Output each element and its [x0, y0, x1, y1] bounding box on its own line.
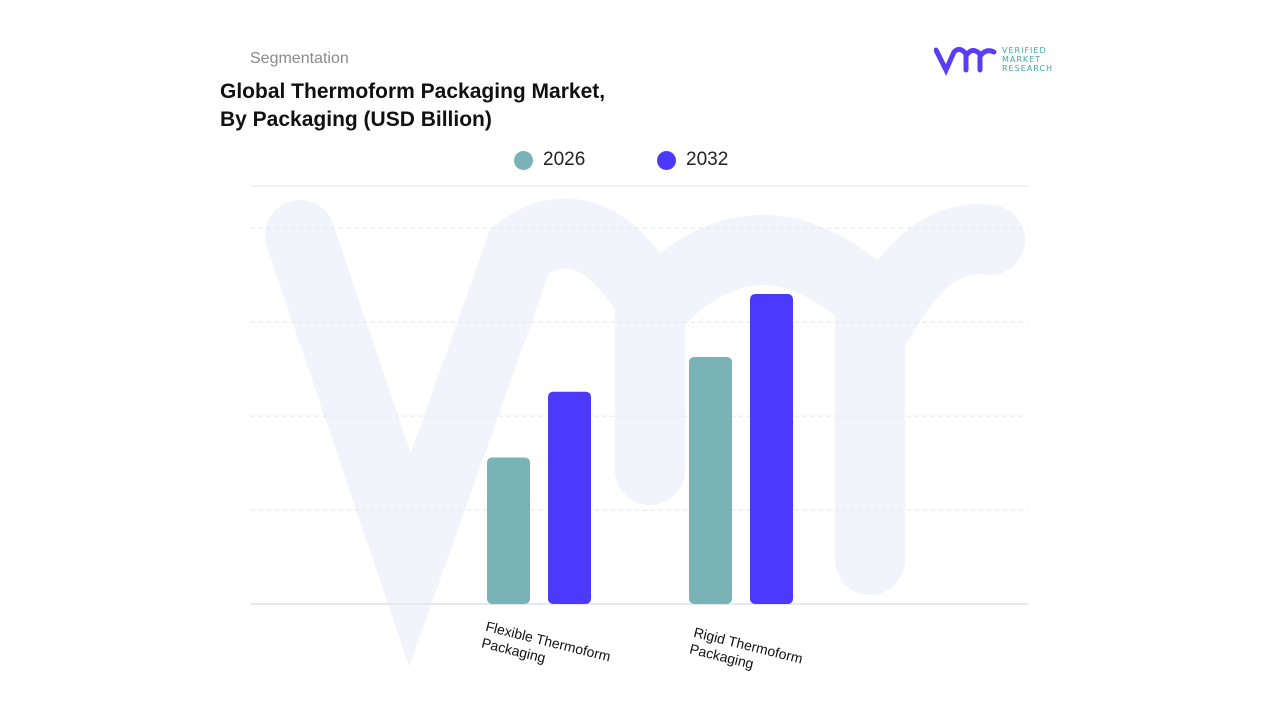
svg-text:VERIFIED: VERIFIED	[1002, 46, 1047, 55]
segment-label: Segmentation	[250, 50, 349, 67]
bar-flexible-2032[interactable]	[548, 391, 591, 604]
bar-rigid-2032[interactable]	[750, 294, 793, 604]
bar-rigid-2026[interactable]	[689, 356, 732, 604]
svg-text:MARKET: MARKET	[1002, 55, 1041, 64]
title-line-2: By Packaging (USD Billion)	[220, 108, 492, 131]
vmr-logo: VERIFIED MARKET RESEARCH	[934, 46, 1053, 76]
watermark	[265, 198, 1025, 667]
legend-label-2032: 2032	[686, 149, 729, 170]
bar-flexible-2026[interactable]	[487, 457, 530, 604]
legend: 2026 2032	[514, 149, 800, 171]
legend-item-2032[interactable]: 2032	[657, 149, 800, 171]
legend-item-2026[interactable]: 2026	[514, 149, 657, 171]
legend-swatch-2026	[514, 150, 533, 170]
svg-text:RESEARCH: RESEARCH	[1002, 64, 1053, 73]
legend-label-2026: 2026	[543, 149, 586, 170]
title-line-1: Global Thermoform Packaging Market,	[220, 80, 606, 103]
chart-title: Global Thermoform Packaging Market, By P…	[220, 78, 605, 134]
legend-swatch-2032	[657, 150, 676, 170]
